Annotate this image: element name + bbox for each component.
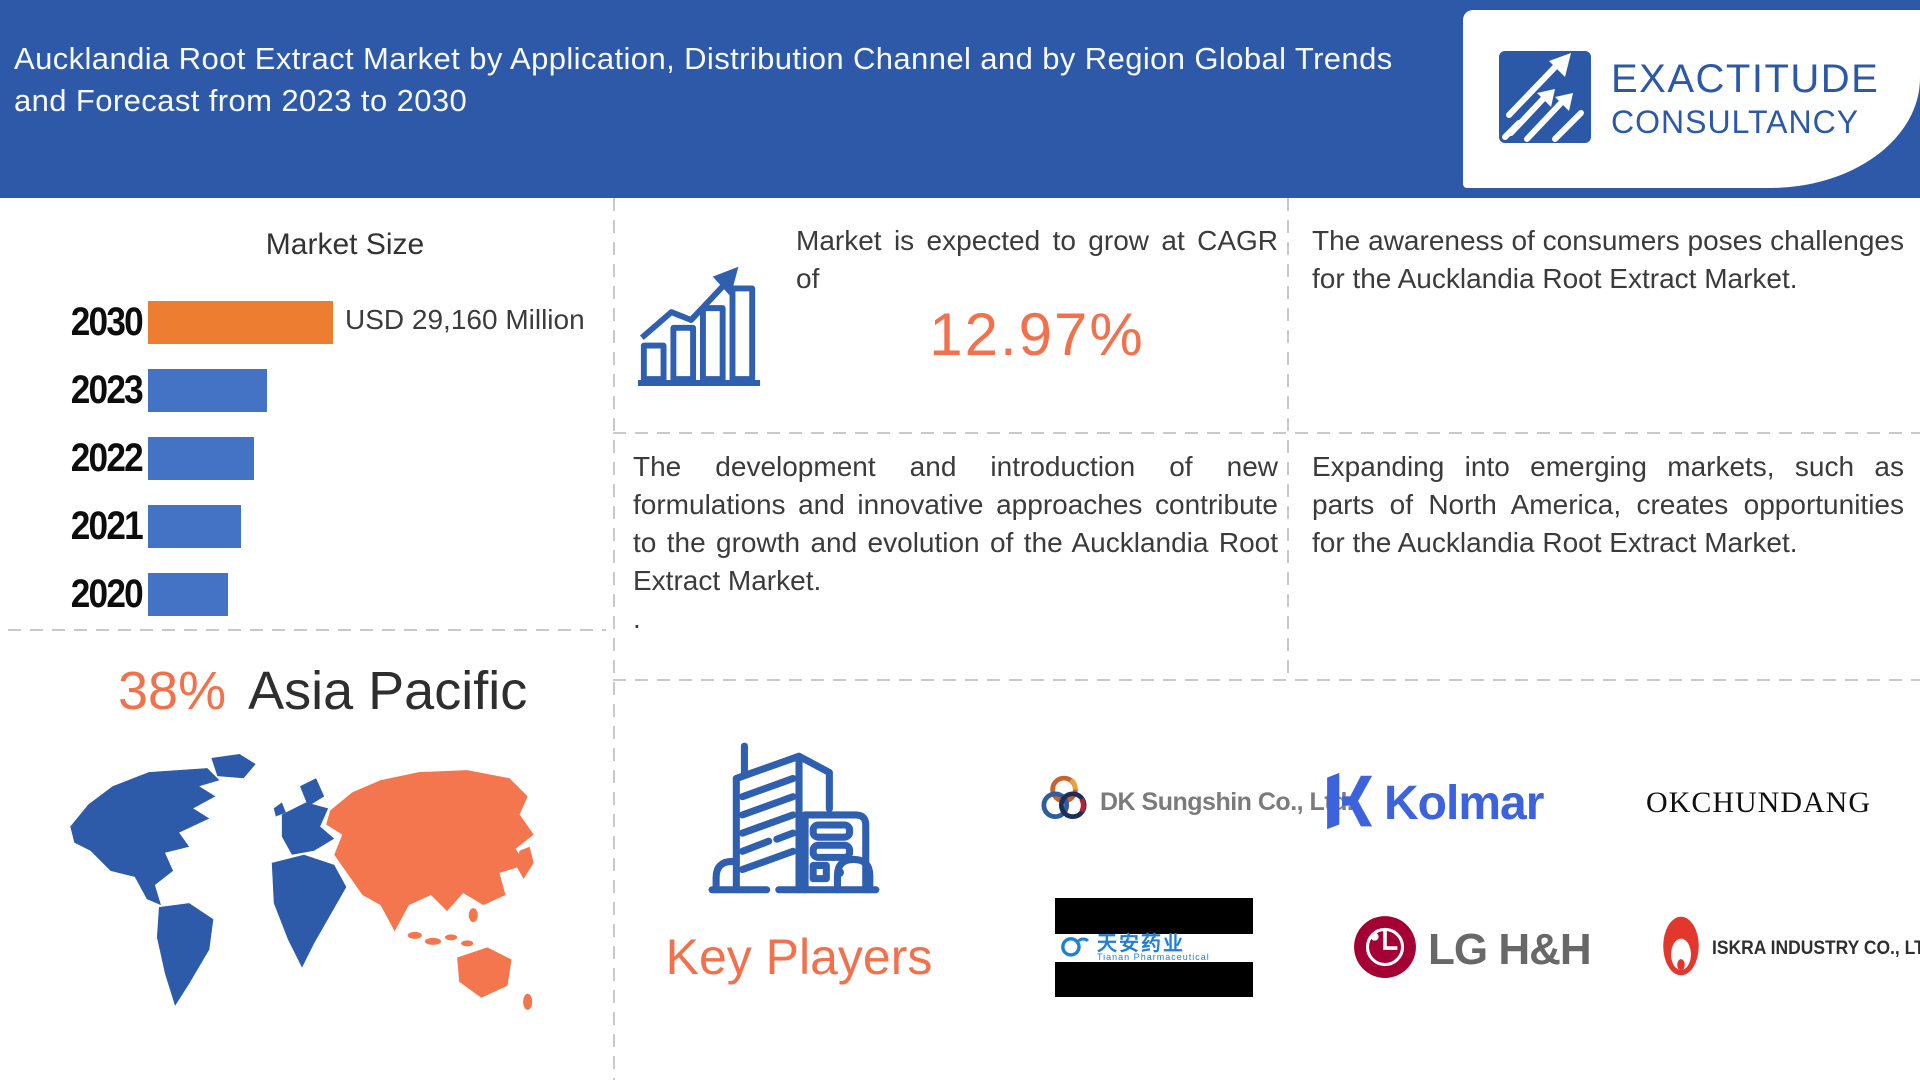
brand-name-line1: EXACTITUDE: [1611, 57, 1880, 101]
company-logo-tianan: 天安药业 Tianan Pharmaceutical: [1055, 898, 1253, 997]
cagr-value: 12.97%: [929, 301, 1145, 368]
year-label-2020: 2020: [70, 572, 144, 616]
okchundang-name: OKCHUNDANG: [1646, 786, 1871, 819]
bar-2030: [148, 301, 333, 344]
kolmar-name: Kolmar: [1384, 777, 1544, 830]
opportunity-text: Expanding into emerging markets, such as…: [1312, 451, 1904, 558]
kolmar-hk-icon: [1314, 762, 1374, 845]
bar-2022: [148, 437, 254, 480]
development-trailing-dot: .: [633, 603, 641, 634]
region-name: Asia Pacific: [248, 661, 528, 721]
year-label-2022: 2022: [70, 436, 144, 480]
year-label-2021: 2021: [70, 504, 144, 548]
horizontal-divider-chart: [8, 629, 606, 631]
lg-face-icon: [1352, 914, 1418, 985]
page-title: Aucklandia Root Extract Market by Applic…: [14, 38, 1393, 122]
bar-2020: [148, 573, 228, 616]
horizontal-divider-row2: [613, 679, 1920, 681]
challenge-text: The awareness of consumers poses challen…: [1312, 225, 1904, 294]
lg-hh-name: LG H&H: [1428, 924, 1592, 974]
tianan-band: 天安药业 Tianan Pharmaceutical: [1055, 934, 1253, 962]
building-icon: [706, 732, 888, 919]
bar-value-label: USD 29,160 Million: [345, 304, 585, 335]
growth-arrows-icon: [1497, 49, 1593, 150]
brand-name-line2: CONSULTANCY: [1611, 104, 1860, 140]
iskra-egg-icon: [1658, 896, 1704, 1001]
header-band: Aucklandia Root Extract Market by Applic…: [0, 0, 1920, 198]
development-text: The development and introduction of new …: [633, 451, 1278, 596]
world-map: [60, 752, 544, 1024]
company-logo-dk-sungshin: DK Sungshin Co., Ltd.: [1036, 772, 1354, 833]
development-block: The development and introduction of new …: [633, 448, 1278, 638]
vertical-divider-right: [1287, 198, 1289, 680]
page-title-line1: Aucklandia Root Extract Market by Applic…: [14, 41, 1393, 76]
page-title-line2: and Forecast from 2023 to 2030: [14, 83, 468, 118]
tianan-name-en: Tianan Pharmaceutical: [1097, 951, 1210, 962]
horizontal-divider-row1: [613, 432, 1920, 434]
dk-sungshin-name: DK Sungshin Co., Ltd.: [1100, 788, 1354, 816]
cagr-lead-text: Market is expected to grow at CAGR of: [796, 225, 1278, 294]
company-logo-okchundang: OKCHUNDANG: [1646, 786, 1871, 820]
bar-2023: [148, 369, 267, 412]
brand-name: EXACTITUDE CONSULTANCY: [1611, 57, 1879, 141]
company-logo-lg-hh: LG H&H: [1352, 914, 1592, 985]
tianan-circle-icon: [1059, 933, 1093, 964]
dk-sungshin-rings-icon: [1036, 772, 1092, 833]
chart-title: Market Size: [265, 228, 425, 261]
region-highlight: 38% Asia Pacific: [118, 660, 527, 722]
vertical-divider-left: [613, 198, 615, 1080]
bar-chart-trend-icon: [634, 246, 764, 393]
iskra-name: ISKRA INDUSTRY CO., LTD.: [1712, 937, 1920, 959]
company-logo-iskra: ISKRA INDUSTRY CO., LTD.: [1658, 896, 1920, 1001]
key-players-title: Key Players: [665, 929, 933, 985]
region-share: 38%: [118, 661, 227, 721]
brand-logo: EXACTITUDE CONSULTANCY: [1463, 10, 1920, 188]
bar-2021: [148, 505, 241, 548]
year-label-2023: 2023: [70, 368, 144, 412]
year-label-2030: 2030: [70, 300, 144, 344]
company-logo-kolmar: Kolmar: [1314, 762, 1544, 845]
tianan-name-cn: 天安药业: [1097, 932, 1185, 955]
